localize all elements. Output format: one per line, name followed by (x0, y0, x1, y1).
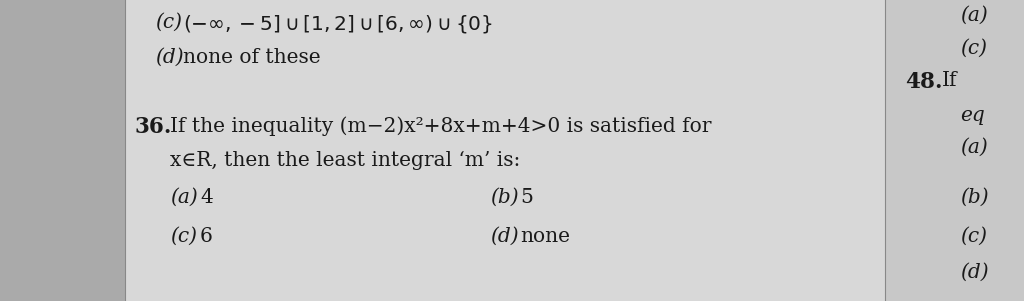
Text: (b): (b) (961, 188, 988, 207)
Text: (a): (a) (961, 6, 988, 25)
Text: (a): (a) (170, 188, 198, 207)
Text: none: none (520, 227, 570, 246)
Text: none of these: none of these (183, 48, 321, 67)
Text: (c): (c) (170, 227, 197, 246)
Bar (125, 0, 885, 301)
Text: (c): (c) (961, 227, 987, 246)
Text: x∈R, then the least integral ‘m’ is:: x∈R, then the least integral ‘m’ is: (170, 151, 520, 170)
Text: 5: 5 (520, 188, 532, 207)
Text: 36.: 36. (135, 116, 172, 138)
Text: If: If (942, 71, 957, 90)
Text: (d): (d) (490, 227, 518, 246)
Bar (885, 0, 1024, 301)
Text: (d): (d) (155, 48, 183, 67)
Text: 6: 6 (200, 227, 213, 246)
Text: $(-\infty, -5]\cup[1, 2]\cup[6, \infty)\cup\{0\}$: $(-\infty, -5]\cup[1, 2]\cup[6, \infty)\… (183, 13, 493, 35)
Text: eq: eq (961, 106, 985, 125)
Text: 4: 4 (200, 188, 213, 207)
Text: (c): (c) (155, 13, 182, 32)
Text: (c): (c) (961, 39, 987, 58)
Text: (a): (a) (961, 138, 988, 157)
Text: 48.: 48. (905, 71, 942, 93)
Text: If the inequality (m−2)x²+8x+m+4>0 is satisfied for: If the inequality (m−2)x²+8x+m+4>0 is sa… (170, 116, 712, 136)
Text: (b): (b) (490, 188, 518, 207)
Bar (0, 0, 125, 301)
Text: (d): (d) (961, 263, 988, 282)
